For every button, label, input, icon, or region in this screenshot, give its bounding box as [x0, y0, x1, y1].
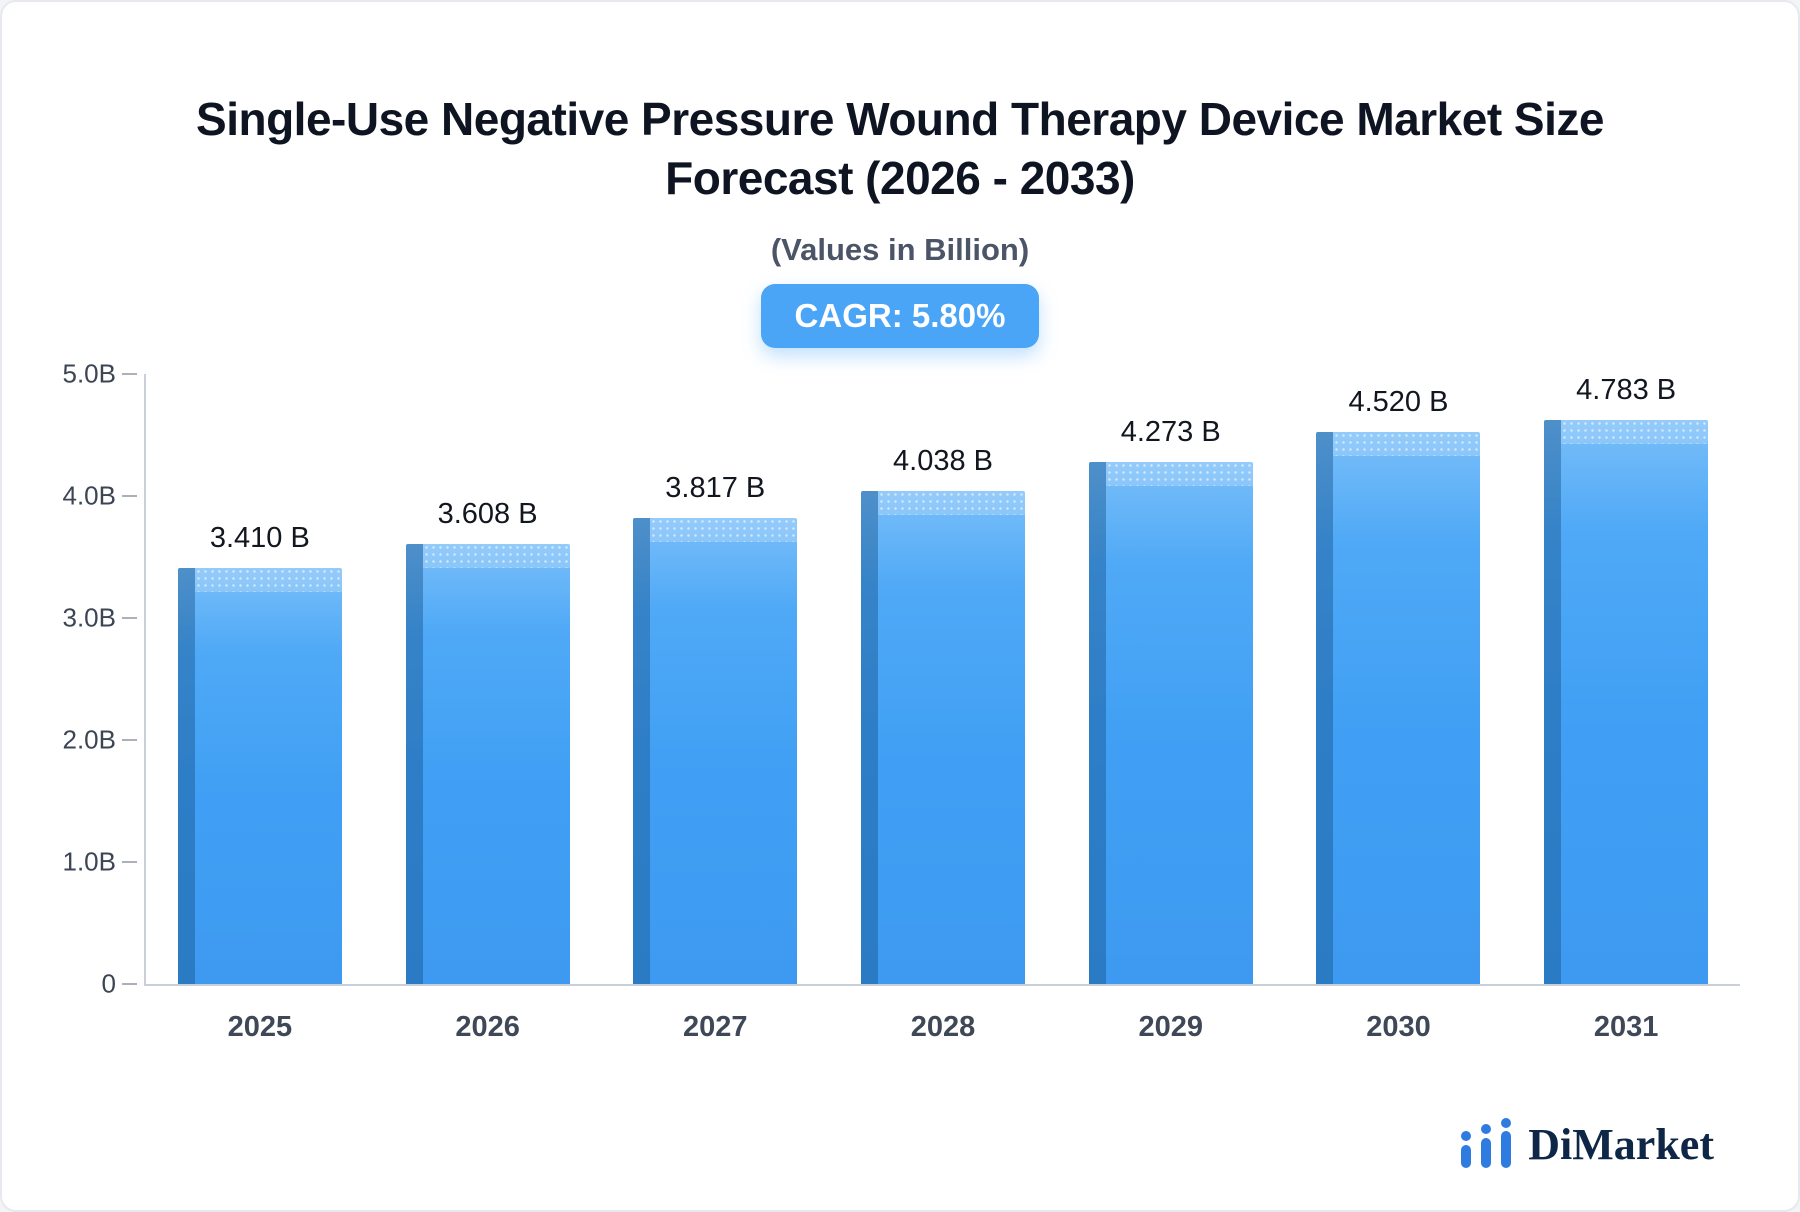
bar-slot: 4.783 B 2031: [1512, 373, 1740, 1043]
y-axis-tick-mark: [122, 982, 137, 985]
bar-slot: 4.520 B 2030: [1285, 374, 1513, 1043]
bar-value-label: 4.273 B: [1120, 416, 1221, 449]
bar-slot: 4.038 B 2028: [829, 374, 1057, 1043]
y-axis-tick-label: 2.0B: [62, 724, 117, 755]
y-axis-tick-mark: [122, 860, 137, 863]
logo-text: DiMarket: [1528, 1119, 1714, 1169]
bar-slot: 4.273 B 2029: [1057, 374, 1285, 1043]
y-axis-tick-label: 1.0B: [62, 846, 117, 877]
bar-slot: 3.817 B 2027: [601, 374, 829, 1043]
bar-value-label: 4.520 B: [1348, 386, 1449, 419]
x-axis-tick-label: 2030: [1366, 1010, 1431, 1043]
bar-chart: 5.0B 4.0B 3.0B 2.0B 1.0B 0 3.410 B 2025 3.608 B 2…: [44, 358, 1748, 1043]
bar-slot: 3.608 B 2026: [374, 374, 602, 1043]
dimarket-logo: DiMarket: [1457, 1118, 1714, 1170]
y-axis-tick-label: 0: [101, 968, 116, 999]
x-axis-tick-label: 2027: [683, 1010, 748, 1043]
bar-2027: [633, 518, 798, 984]
y-axis-tick-label: 5.0B: [62, 358, 117, 389]
x-axis-tick-label: 2031: [1593, 1010, 1659, 1043]
y-axis-tick-label: 4.0B: [62, 480, 117, 511]
bar-value-label: 4.038 B: [893, 445, 993, 478]
bar-chart-icon: [1461, 1118, 1512, 1168]
y-axis-tick-mark: [122, 616, 137, 619]
cagr-badge: CAGR: 5.80%: [760, 283, 1040, 348]
bar-slot: 3.410 B 2025: [146, 374, 374, 1043]
bar-value-label: 3.410 B: [209, 521, 310, 554]
x-axis-tick-label: 2028: [910, 1010, 976, 1043]
x-axis-tick-label: 2026: [455, 1010, 520, 1043]
bar-2026: [405, 543, 570, 984]
y-axis-tick-mark: [122, 494, 137, 497]
chart-header: Single-Use Negative Pressure Wound Thera…: [2, 2, 1798, 348]
y-axis-tick-label: 3.0B: [62, 602, 117, 633]
bar-value-label: 3.608 B: [437, 497, 538, 530]
bar-2025: [177, 567, 342, 984]
chart-title: Single-Use Negative Pressure Wound Thera…: [196, 93, 1604, 204]
bar-2029: [1088, 462, 1253, 985]
bar-2031: [1544, 419, 1709, 984]
bar-2030: [1316, 432, 1481, 985]
bar-value-label: 3.817 B: [665, 472, 766, 505]
bar-value-label: 4.783 B: [1576, 373, 1677, 406]
plot-area: 5.0B 4.0B 3.0B 2.0B 1.0B 0 3.410 B 2025 3.608 B 2…: [63, 358, 1740, 1043]
y-axis-tick-mark: [122, 372, 137, 375]
x-axis-tick-label: 2025: [227, 1010, 293, 1043]
x-axis-tick-label: 2029: [1138, 1010, 1203, 1043]
cagr-badge-row: CAGR: 5.80%: [2, 283, 1798, 348]
chart-subtitle: (Values in Billion): [770, 231, 1030, 267]
bar-2028: [861, 491, 1025, 984]
y-axis-tick-mark: [122, 738, 137, 741]
